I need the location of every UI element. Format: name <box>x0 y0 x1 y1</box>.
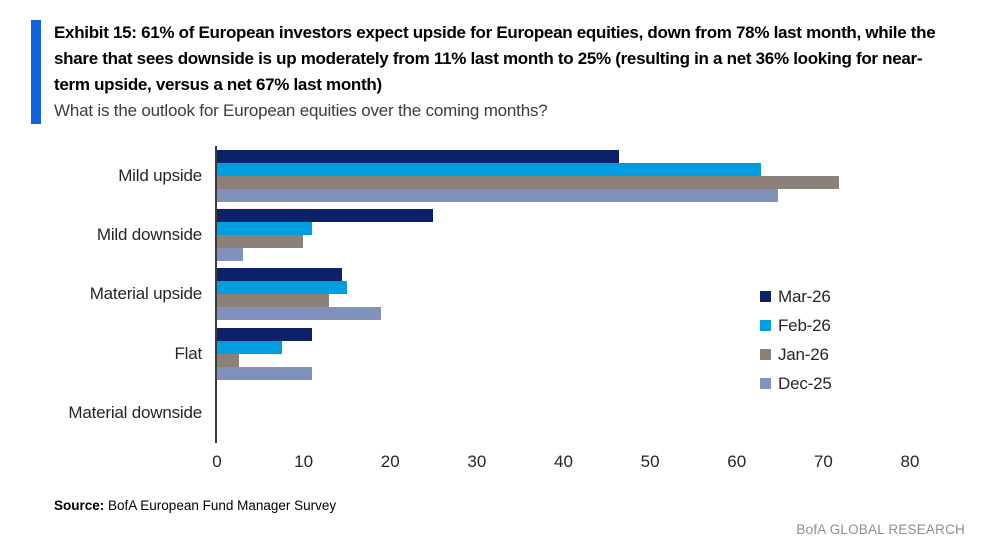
bar-jan-26-flat <box>217 353 239 367</box>
legend-label-mar-26: Mar-26 <box>778 286 831 306</box>
x-tick-0: 0 <box>212 452 222 471</box>
legend-item-jan-26: Jan-26 <box>760 340 832 369</box>
bar-jan-26-material-upside <box>217 294 330 308</box>
bar-dec-25-flat <box>217 366 312 380</box>
bar-mar-26-flat <box>217 327 312 341</box>
bar-dec-25-material-upside <box>217 307 382 321</box>
x-tick-20: 20 <box>380 452 400 471</box>
legend-swatch-jan-26 <box>760 349 771 360</box>
bar-feb-26-mild-downside <box>217 222 312 236</box>
legend-swatch-dec-25 <box>760 378 771 389</box>
bar-mar-26-mild-downside <box>217 209 433 223</box>
chart-question: What is the outlook for European equitie… <box>54 101 548 120</box>
exhibit-title: Exhibit 15: 61% of European investors ex… <box>54 23 936 94</box>
legend-label-dec-25: Dec-25 <box>778 373 832 393</box>
exhibit-header: Exhibit 15: 61% of European investors ex… <box>0 0 990 124</box>
source-note: Source: BofA European Fund Manager Surve… <box>54 498 990 513</box>
bar-feb-26-mild-upside <box>217 162 762 176</box>
header-text: Exhibit 15: 61% of European investors ex… <box>54 20 952 124</box>
x-axis: 0 10 20 30 40 50 60 70 80 <box>212 443 919 473</box>
x-tick-50: 50 <box>640 452 660 471</box>
brand-footer: BofA GLOBAL RESEARCH <box>796 522 965 537</box>
category-axis: Mild upside Mild downside Material upside F… <box>0 146 215 473</box>
bar-mar-26-mild-upside <box>217 149 619 163</box>
bar-chart: Mild upside Mild downside Material upside F… <box>0 146 990 473</box>
legend-label-jan-26: Jan-26 <box>778 344 829 364</box>
bar-group-material-upside <box>217 265 908 324</box>
bar-dec-25-mild-upside <box>217 188 779 202</box>
legend-item-mar-26: Mar-26 <box>760 282 832 311</box>
legend-swatch-feb-26 <box>760 320 771 331</box>
bar-group-mild-downside <box>217 205 908 264</box>
x-tick-70: 70 <box>813 452 833 471</box>
bar-jan-26-mild-downside <box>217 235 304 249</box>
category-label-material-downside: Material downside <box>68 403 202 423</box>
exhibit-footer: Source: BofA European Fund Manager Surve… <box>0 498 990 537</box>
legend-label-feb-26: Feb-26 <box>778 315 831 335</box>
bar-mar-26-material-upside <box>217 268 343 282</box>
category-label-material-upside: Material upside <box>89 284 202 304</box>
x-tick-80: 80 <box>900 452 920 471</box>
legend-item-feb-26: Feb-26 <box>760 311 832 340</box>
x-tick-60: 60 <box>727 452 747 471</box>
legend-swatch-mar-26 <box>760 291 771 302</box>
bar-feb-26-material-upside <box>217 281 347 295</box>
source-label: Source: <box>54 498 105 513</box>
plot-wrap: Mar-26 Feb-26 Jan-26 Dec-25 0 10 20 30 40 50 60 70… <box>212 146 919 473</box>
category-label-mild-upside: Mild upside <box>118 165 202 185</box>
source-text: BofA European Fund Manager Survey <box>104 498 337 513</box>
bar-feb-26-flat <box>217 340 282 354</box>
bar-group-flat <box>217 324 908 383</box>
legend: Mar-26 Feb-26 Jan-26 Dec-25 <box>760 282 832 398</box>
category-label-mild-downside: Mild downside <box>96 225 202 245</box>
x-tick-40: 40 <box>554 452 573 471</box>
bar-dec-25-mild-downside <box>217 248 243 262</box>
legend-item-dec-25: Dec-25 <box>760 369 832 398</box>
bar-group-mild-upside <box>217 146 908 205</box>
accent-bar <box>31 20 41 124</box>
category-label-flat: Flat <box>174 343 202 363</box>
x-tick-10: 10 <box>294 452 314 471</box>
bar-jan-26-mild-upside <box>217 175 839 189</box>
plot-area: Mar-26 Feb-26 Jan-26 Dec-25 <box>215 146 908 443</box>
x-tick-30: 30 <box>467 452 487 471</box>
